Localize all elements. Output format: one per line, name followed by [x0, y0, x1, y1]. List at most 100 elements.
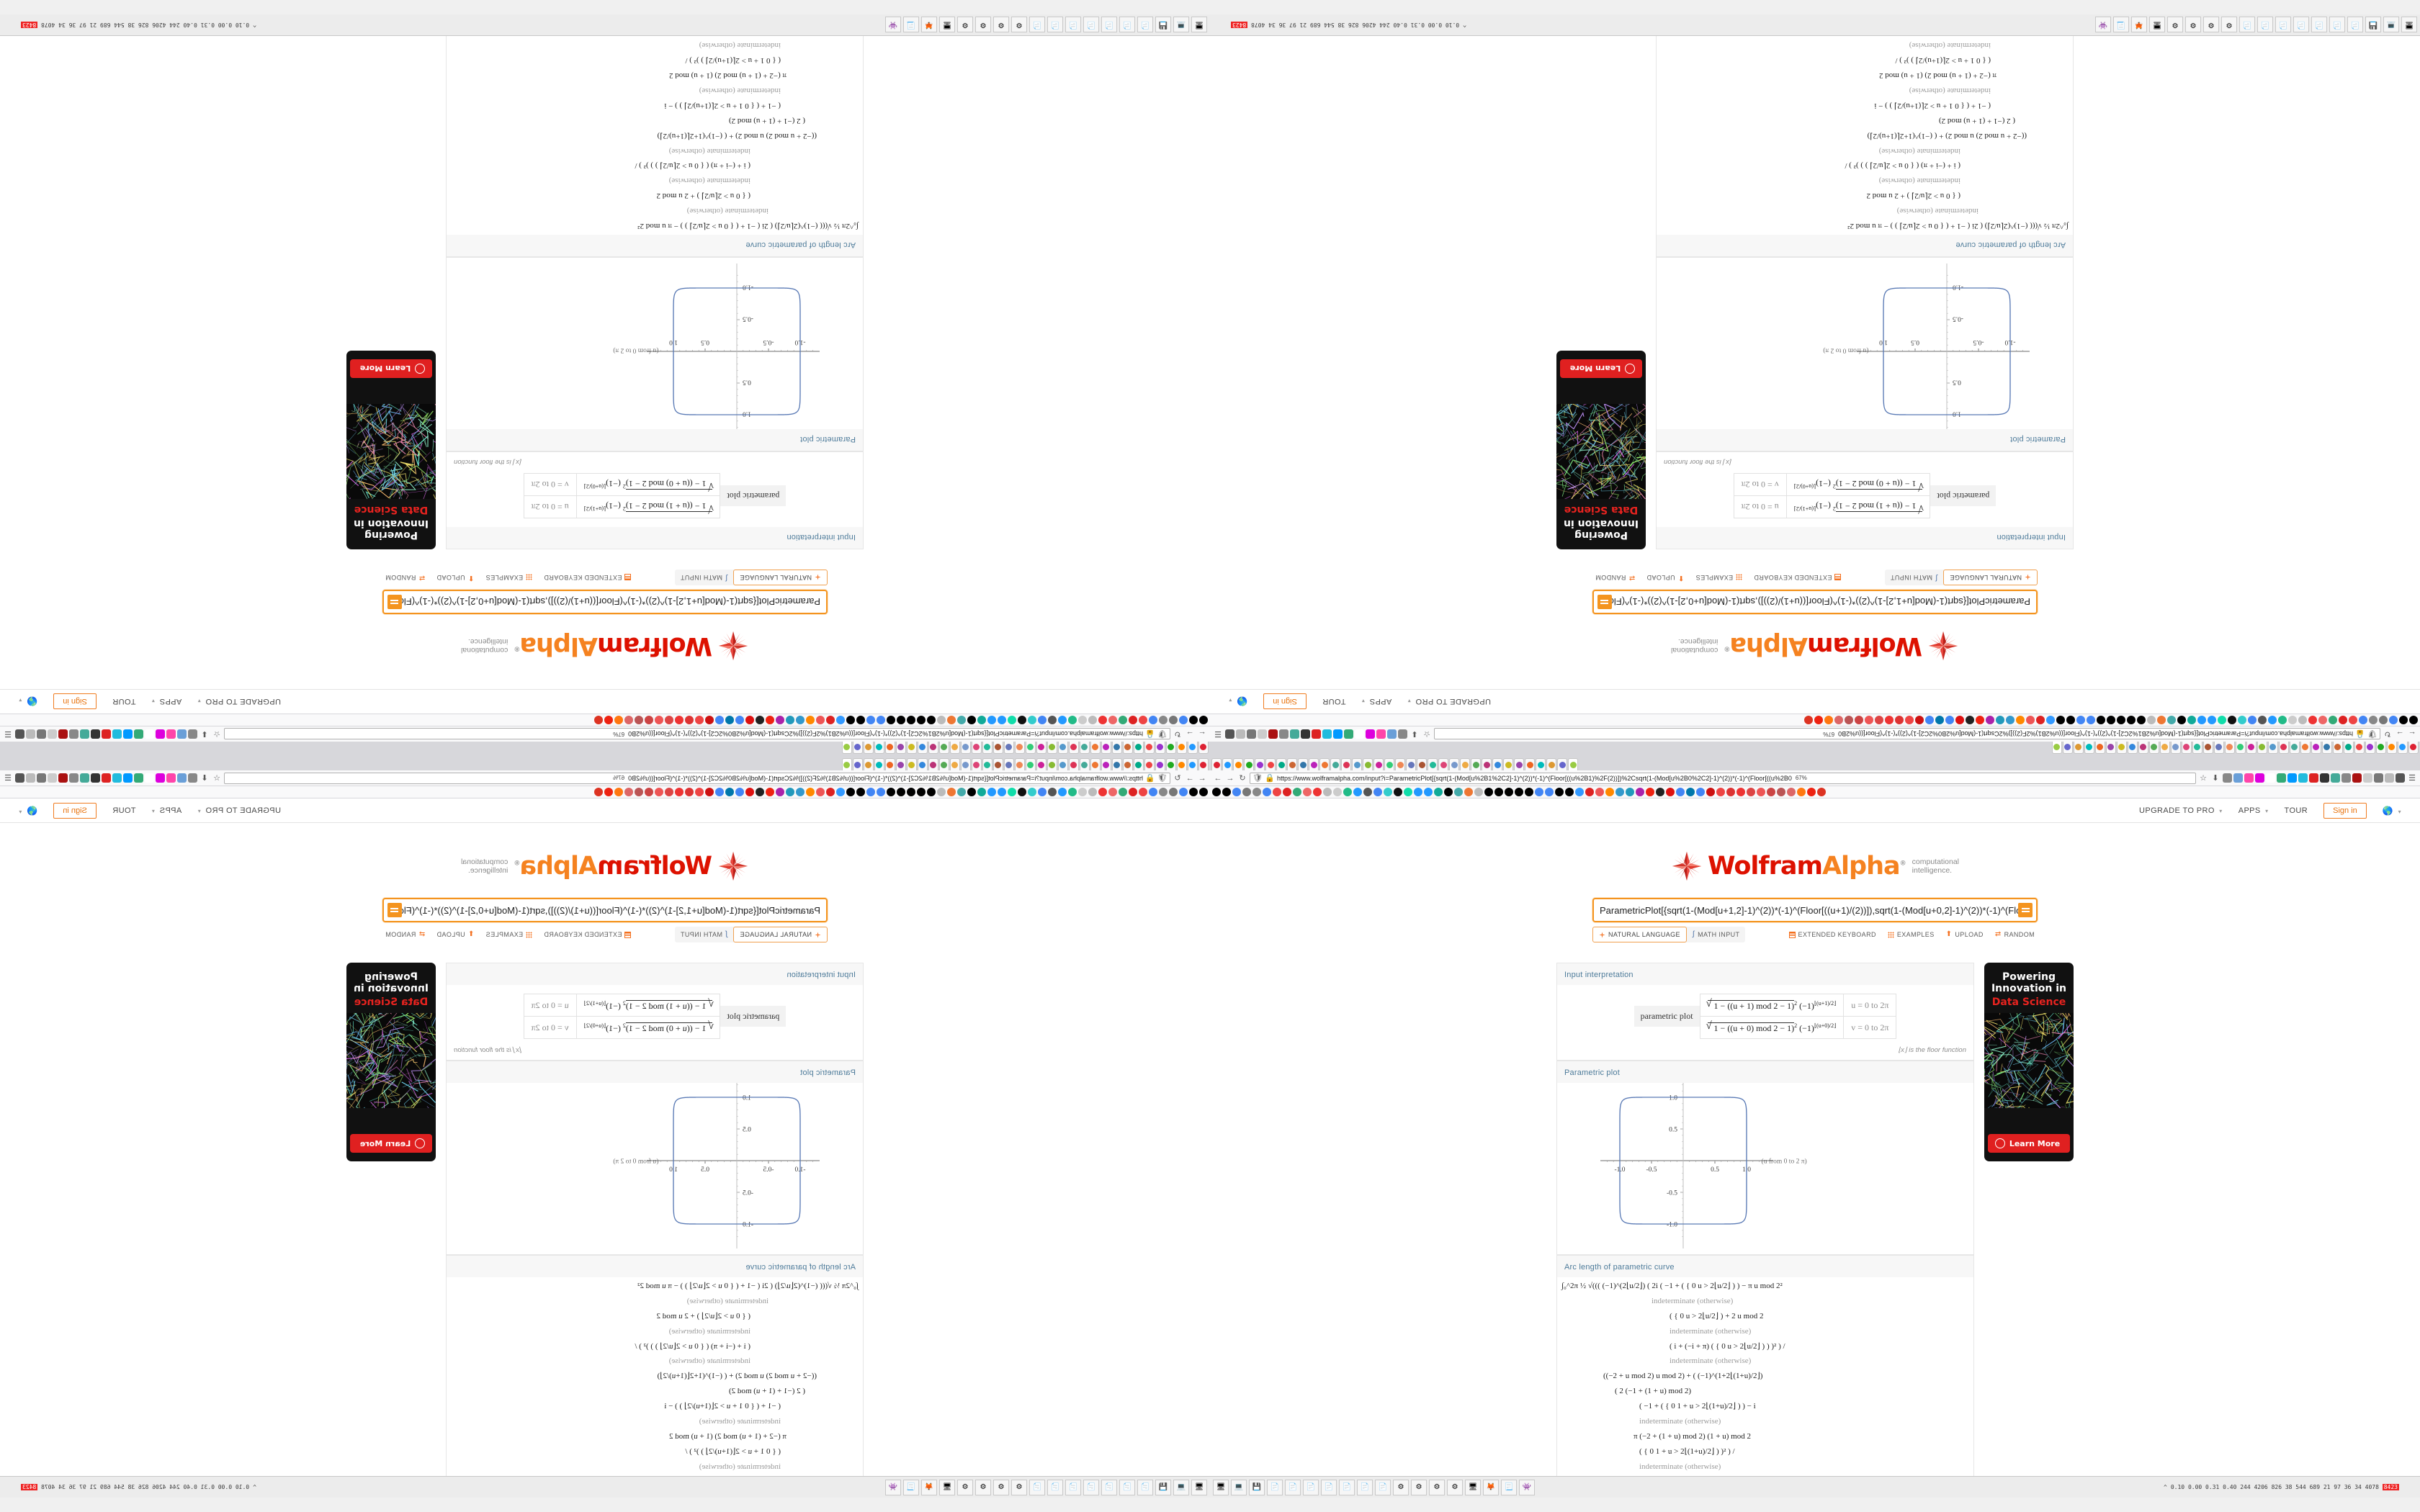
- bookmark-item[interactable]: [1159, 716, 1168, 724]
- pod-header-arc-length[interactable]: Arc length of parametric curve: [1656, 235, 2074, 257]
- wolfram-logo-block[interactable]: WolframAlpha® computational intelligence…: [1210, 850, 2420, 882]
- browser-tab[interactable]: [2236, 742, 2246, 754]
- browser-tab[interactable]: [1166, 758, 1176, 770]
- taskbar-window-item[interactable]: 📄: [1303, 1479, 1319, 1495]
- bookmark-item[interactable]: [594, 788, 603, 796]
- bookmark-item[interactable]: [1119, 788, 1127, 796]
- back-arrow-icon[interactable]: ←: [1214, 773, 1222, 783]
- bookmark-item[interactable]: [1895, 716, 1904, 724]
- bookmark-item[interactable]: [1323, 788, 1332, 796]
- browser-tab[interactable]: [1123, 758, 1133, 770]
- bookmark-item[interactable]: [1098, 716, 1107, 724]
- browser-extension-icon[interactable]: [156, 729, 165, 739]
- browser-tab[interactable]: [1287, 758, 1297, 770]
- bookmark-item[interactable]: [1263, 788, 1271, 796]
- pod-header-parametric-plot[interactable]: Parametric plot: [446, 1061, 864, 1083]
- language-selector[interactable]: 🌎 ▾: [2383, 806, 2401, 816]
- query-tools-row[interactable]: NATURAL LANGUAGE ∫ MATH INPUT EXTENDED K…: [382, 927, 828, 942]
- browser-tab[interactable]: [961, 742, 971, 754]
- bookmark-item[interactable]: [1293, 788, 1301, 796]
- browser-tab[interactable]: [1069, 758, 1079, 770]
- browser-tab[interactable]: [1341, 758, 1351, 770]
- browser-tab[interactable]: [1036, 758, 1047, 770]
- browser-extension-icon[interactable]: [188, 773, 197, 783]
- extension-icon-row[interactable]: [15, 773, 197, 783]
- browser-tab[interactable]: [928, 758, 938, 770]
- bookmark-item[interactable]: [766, 788, 774, 796]
- bookmark-item[interactable]: [1535, 788, 1543, 796]
- taskbar-window-item[interactable]: 🦊: [921, 1479, 937, 1495]
- browser-tab[interactable]: [993, 742, 1003, 754]
- learn-more-button[interactable]: Learn More: [1987, 1134, 2071, 1153]
- taskbar-window-item[interactable]: 📄: [2275, 17, 2291, 33]
- bookmark-item[interactable]: [655, 716, 663, 724]
- bookmark-item[interactable]: [2187, 716, 2196, 724]
- taskbar-window-item[interactable]: 👾: [885, 17, 901, 33]
- browser-extension-icon[interactable]: [1366, 729, 1375, 739]
- browser-tab[interactable]: [1438, 758, 1448, 770]
- browser-tab[interactable]: [1514, 758, 1524, 770]
- mode-math-input[interactable]: ∫ MATH INPUT: [675, 927, 733, 942]
- browser-extension-icon[interactable]: [37, 729, 46, 739]
- bookmark-item[interactable]: [1088, 788, 1097, 796]
- browser-tab[interactable]: [1047, 758, 1057, 770]
- nav-apps[interactable]: APPS ▾: [151, 698, 182, 706]
- url-bar[interactable]: 🛡 🔒 https://www.wolframalpha.com/input?i…: [224, 728, 1170, 740]
- browser-tab[interactable]: [2376, 742, 2386, 754]
- os-taskbar[interactable]: 🖥 💻 💾 📄 📄 📄 📄 📄 📄 📄 ⚙ ⚙ ⚙ ⚙ 🖥 🦊 📃 👾 ^ 0.10 0.00 0.31 0.40…: [1210, 14, 2420, 36]
- bookmark-item[interactable]: [1028, 788, 1036, 796]
- bookmark-item[interactable]: [1108, 788, 1117, 796]
- browser-tab[interactable]: [2333, 742, 2343, 754]
- bookmark-item[interactable]: [937, 716, 946, 724]
- padlock-icon[interactable]: 🔒: [1145, 774, 1155, 783]
- browser-extension-icon[interactable]: [2277, 773, 2286, 783]
- bookmark-item[interactable]: [2349, 716, 2357, 724]
- bookmark-item[interactable]: [1905, 716, 1914, 724]
- bookmark-item[interactable]: [836, 788, 845, 796]
- bookmark-item[interactable]: [897, 716, 905, 724]
- taskbar-window-list[interactable]: 🖥 💻 💾 📄 📄 📄 📄 📄 📄 📄 ⚙ ⚙ ⚙ ⚙ 🖥 🦊 📃 👾: [1213, 1479, 1535, 1495]
- action-upload[interactable]: ⬆ UPLOAD: [436, 930, 474, 938]
- bookmark-item[interactable]: [1008, 716, 1016, 724]
- bookmark-item[interactable]: [2197, 716, 2206, 724]
- browser-extension-icon[interactable]: [2287, 773, 2297, 783]
- bookmark-item[interactable]: [1394, 788, 1402, 796]
- mode-natural-language[interactable]: NATURAL LANGUAGE: [733, 927, 828, 942]
- bookmark-item[interactable]: [846, 788, 855, 796]
- forward-arrow-icon[interactable]: →: [1186, 773, 1194, 783]
- zoom-level-indicator[interactable]: 67%: [613, 731, 625, 737]
- bookmark-item[interactable]: [1088, 716, 1097, 724]
- taskbar-window-item[interactable]: 📄: [1047, 1479, 1063, 1495]
- taskbar-window-item[interactable]: 📄: [2329, 17, 2345, 33]
- taskbar-window-item[interactable]: 📄: [1137, 17, 1153, 33]
- wolfram-top-nav[interactable]: UPGRADE TO PRO ▾ APPS ▾ TOUR Sign in 🌎 ▾: [1210, 689, 2420, 714]
- bookmark-item[interactable]: [2389, 716, 2398, 724]
- zoom-level-indicator[interactable]: 67%: [1795, 775, 1807, 781]
- bookmark-item[interactable]: [2298, 716, 2307, 724]
- browser-extension-icon[interactable]: [1236, 729, 1245, 739]
- bookmark-item[interactable]: [1098, 788, 1107, 796]
- browser-tab[interactable]: [950, 742, 960, 754]
- sidebar-ad[interactable]: Powering Innovation in Data Science Lear…: [1984, 963, 2074, 1161]
- bookmark-item[interactable]: [1179, 788, 1188, 796]
- wolfram-logo-block[interactable]: WolframAlpha® computational intelligence…: [0, 850, 1210, 882]
- bookmark-item[interactable]: [1139, 788, 1147, 796]
- browser-tab[interactable]: [2074, 742, 2084, 754]
- bookmark-item[interactable]: [645, 788, 653, 796]
- browser-tab[interactable]: [1155, 758, 1165, 770]
- taskbar-window-item[interactable]: 🦊: [921, 17, 937, 33]
- bookmark-item[interactable]: [1736, 788, 1745, 796]
- bookmark-item[interactable]: [1303, 788, 1312, 796]
- browser-tab[interactable]: [1101, 742, 1111, 754]
- browser-extension-icon[interactable]: [177, 773, 187, 783]
- learn-more-button[interactable]: Learn More: [349, 1134, 433, 1153]
- taskbar-window-item[interactable]: 🖥: [1213, 1479, 1229, 1495]
- browser-tab[interactable]: [2117, 742, 2127, 754]
- star-icon[interactable]: ☆: [1423, 729, 1430, 738]
- bookmark-item[interactable]: [866, 788, 875, 796]
- taskbar-window-item[interactable]: ⚙: [1011, 1479, 1027, 1495]
- browser-tab[interactable]: [1112, 742, 1122, 754]
- browser-extension-icon[interactable]: [1333, 729, 1343, 739]
- browser-tab[interactable]: [1026, 742, 1036, 754]
- bookmark-item[interactable]: [705, 716, 714, 724]
